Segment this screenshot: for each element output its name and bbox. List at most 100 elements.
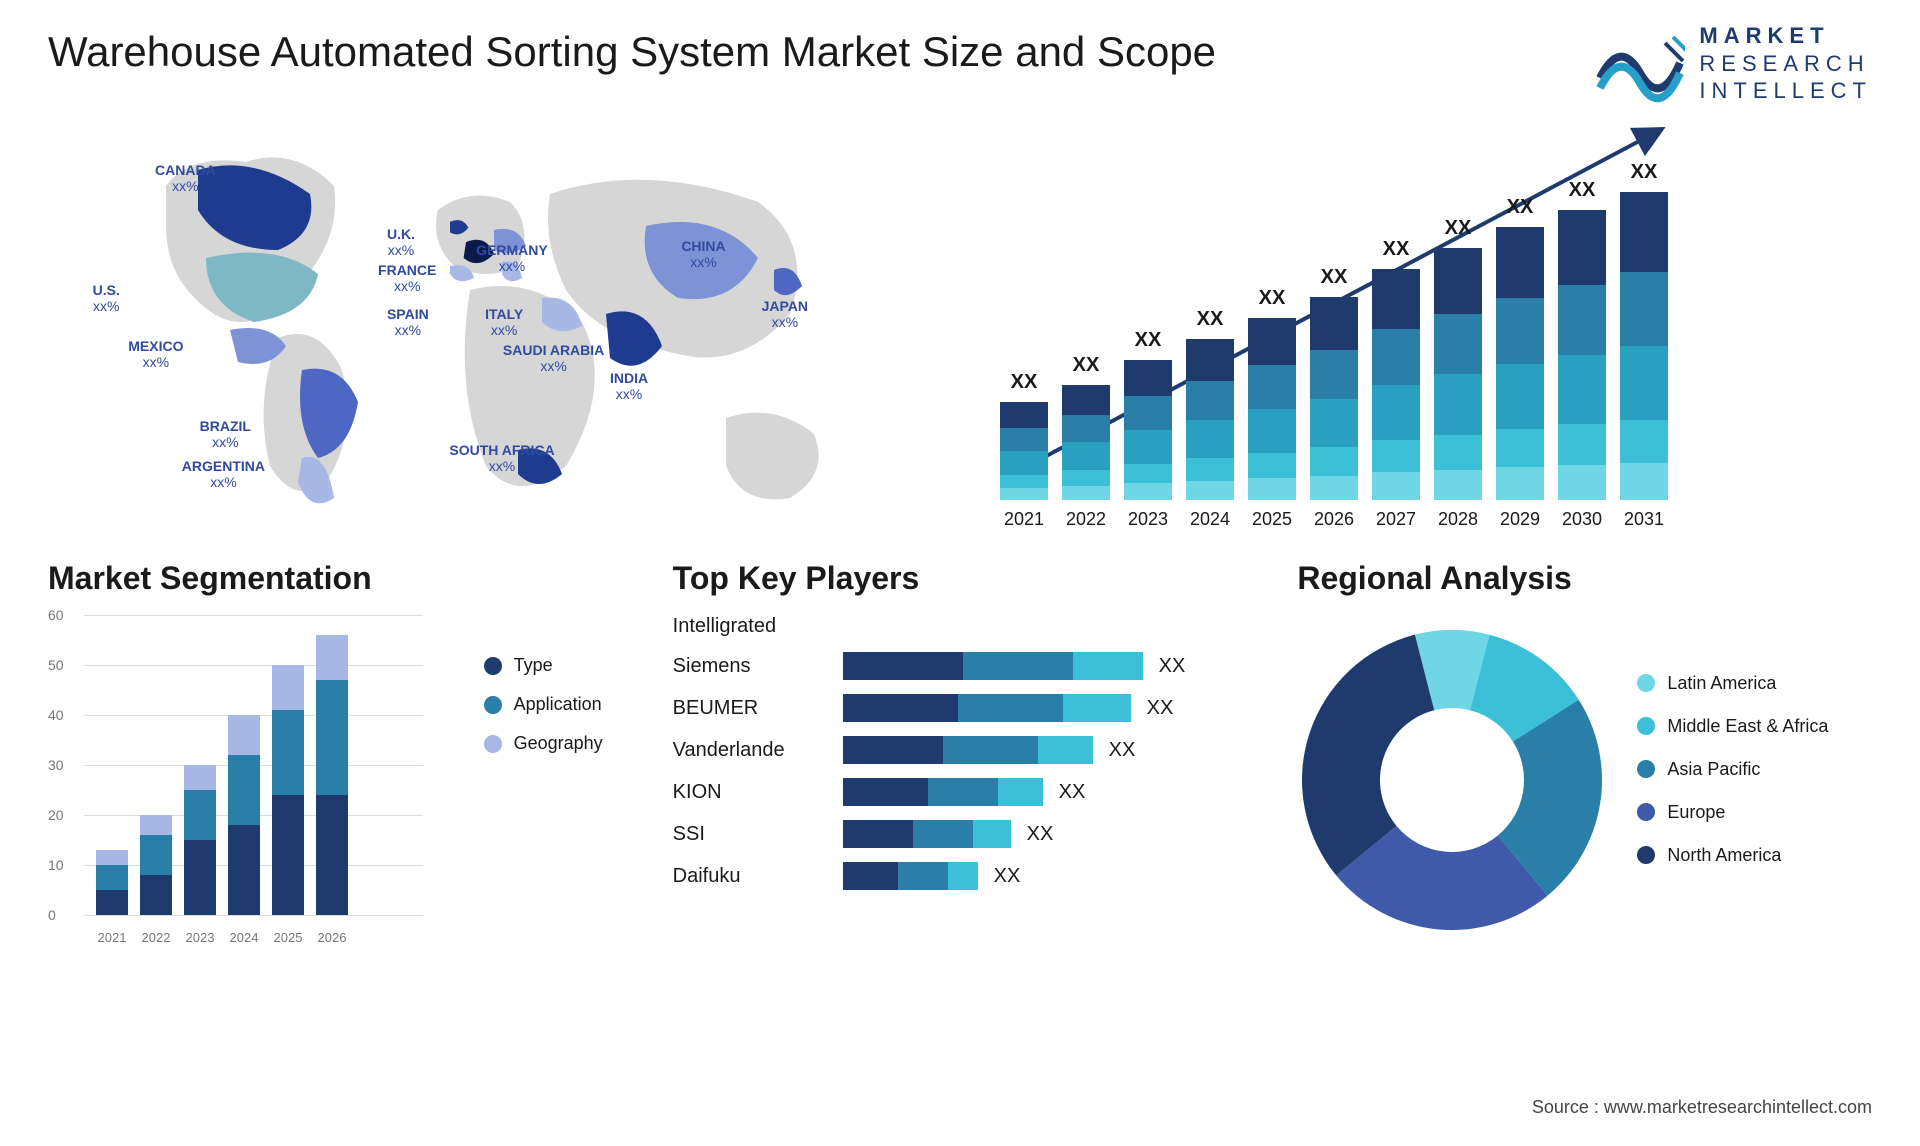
growth-value-label: XX bbox=[1372, 238, 1420, 261]
key-player-name: Siemens bbox=[673, 655, 843, 678]
growth-year-label: 2022 bbox=[1062, 509, 1110, 530]
logo-wave-icon bbox=[1595, 23, 1685, 103]
key-player-row: Intelligrated bbox=[673, 615, 1248, 638]
seg-year-label: 2026 bbox=[312, 930, 352, 945]
regional-legend-item: Europe bbox=[1637, 802, 1828, 823]
brand-logo: MARKET RESEARCH INTELLECT bbox=[1595, 22, 1872, 105]
growth-year-label: 2024 bbox=[1186, 509, 1234, 530]
seg-legend-item: Application bbox=[484, 694, 603, 715]
growth-year-label: 2021 bbox=[1000, 509, 1048, 530]
map-country-label: CANADAxx% bbox=[155, 162, 216, 194]
regional-legend-item: North America bbox=[1637, 845, 1828, 866]
key-player-row: Siemens XX bbox=[673, 652, 1248, 680]
map-country-label: U.K.xx% bbox=[387, 226, 415, 258]
seg-ytick: 40 bbox=[48, 707, 64, 723]
seg-year-label: 2023 bbox=[180, 930, 220, 945]
key-player-bar bbox=[843, 652, 1143, 680]
regional-donut-chart bbox=[1297, 625, 1607, 935]
source-attribution: Source : www.marketresearchintellect.com bbox=[1532, 1097, 1872, 1118]
key-player-bar bbox=[843, 778, 1043, 806]
key-player-bar bbox=[843, 820, 1011, 848]
map-country-label: INDIAxx% bbox=[610, 370, 648, 402]
map-country-label: GERMANYxx% bbox=[476, 242, 548, 274]
map-country-label: SAUDI ARABIAxx% bbox=[503, 342, 604, 374]
growth-bar bbox=[1124, 360, 1172, 500]
regional-legend-item: Middle East & Africa bbox=[1637, 716, 1828, 737]
growth-bar bbox=[1062, 385, 1110, 500]
growth-value-label: XX bbox=[1186, 308, 1234, 331]
key-player-name: Vanderlande bbox=[673, 739, 843, 762]
page-title: Warehouse Automated Sorting System Marke… bbox=[48, 28, 1216, 76]
map-country-label: ITALYxx% bbox=[485, 306, 523, 338]
world-map-panel: CANADAxx% U.S.xx% MEXICOxx% BRAZILxx% ARGENT… bbox=[48, 130, 940, 530]
logo-line-1: MARKET bbox=[1699, 22, 1872, 50]
key-player-name: Intelligrated bbox=[673, 615, 843, 638]
growth-value-label: XX bbox=[1000, 371, 1048, 394]
seg-bar bbox=[228, 715, 260, 915]
seg-ytick: 20 bbox=[48, 807, 64, 823]
growth-bar bbox=[1372, 269, 1420, 500]
growth-year-label: 2031 bbox=[1620, 509, 1668, 530]
key-player-bar bbox=[843, 736, 1093, 764]
segmentation-section: Market Segmentation TypeApplicationGeogr… bbox=[48, 560, 623, 1076]
seg-ytick: 60 bbox=[48, 607, 64, 623]
growth-value-label: XX bbox=[1310, 266, 1358, 289]
seg-ytick: 50 bbox=[48, 657, 64, 673]
growth-value-label: XX bbox=[1248, 287, 1296, 310]
growth-bar bbox=[1434, 248, 1482, 500]
key-players-title: Top Key Players bbox=[673, 560, 1248, 597]
logo-line-2: RESEARCH bbox=[1699, 50, 1872, 78]
growth-bar bbox=[1248, 318, 1296, 500]
seg-bar bbox=[316, 635, 348, 915]
key-player-bar bbox=[843, 694, 1131, 722]
growth-value-label: XX bbox=[1496, 196, 1544, 219]
growth-year-label: 2027 bbox=[1372, 509, 1420, 530]
growth-value-label: XX bbox=[1558, 179, 1606, 202]
growth-bar bbox=[1310, 297, 1358, 500]
growth-year-label: 2028 bbox=[1434, 509, 1482, 530]
map-country-label: U.S.xx% bbox=[93, 282, 120, 314]
map-country-label: BRAZILxx% bbox=[200, 418, 251, 450]
growth-year-label: 2025 bbox=[1248, 509, 1296, 530]
key-player-name: KION bbox=[673, 781, 843, 804]
map-country-label: ARGENTINAxx% bbox=[182, 458, 265, 490]
key-player-row: SSI XX bbox=[673, 820, 1248, 848]
key-player-value: XX bbox=[1109, 739, 1136, 762]
map-country-label: MEXICOxx% bbox=[128, 338, 183, 370]
donut-slice bbox=[1302, 635, 1434, 876]
growth-year-label: 2026 bbox=[1310, 509, 1358, 530]
map-country-label: CHINAxx% bbox=[681, 238, 725, 270]
seg-ytick: 10 bbox=[48, 857, 64, 873]
growth-bar bbox=[1620, 192, 1668, 500]
key-player-bar bbox=[843, 862, 978, 890]
growth-bar bbox=[1496, 227, 1544, 500]
growth-year-label: 2023 bbox=[1124, 509, 1172, 530]
key-player-value: XX bbox=[1027, 823, 1054, 846]
growth-value-label: XX bbox=[1620, 161, 1668, 184]
map-country-label: SPAINxx% bbox=[387, 306, 429, 338]
growth-bar bbox=[1000, 402, 1048, 500]
key-players-section: Top Key Players IntelligratedSiemensXXBE… bbox=[673, 560, 1248, 1076]
map-country-label: FRANCExx% bbox=[378, 262, 436, 294]
seg-ytick: 30 bbox=[48, 757, 64, 773]
segmentation-title: Market Segmentation bbox=[48, 560, 623, 597]
logo-line-3: INTELLECT bbox=[1699, 77, 1872, 105]
growth-value-label: XX bbox=[1434, 217, 1482, 240]
key-player-value: XX bbox=[1059, 781, 1086, 804]
seg-year-label: 2025 bbox=[268, 930, 308, 945]
growth-chart-panel: 2021 XX 2022 XX 2023 XX 2024 XX 2025 XX 2026 XX 2027… bbox=[980, 130, 1872, 530]
regional-title: Regional Analysis bbox=[1297, 560, 1872, 597]
key-player-value: XX bbox=[1159, 655, 1186, 678]
seg-legend-item: Geography bbox=[484, 733, 603, 754]
key-player-row: DaifukuXX bbox=[673, 862, 1248, 890]
key-player-name: Daifuku bbox=[673, 865, 843, 888]
key-player-name: SSI bbox=[673, 823, 843, 846]
key-player-row: KION XX bbox=[673, 778, 1248, 806]
regional-legend-item: Latin America bbox=[1637, 673, 1828, 694]
key-player-row: Vanderlande XX bbox=[673, 736, 1248, 764]
growth-value-label: XX bbox=[1062, 354, 1110, 377]
seg-ytick: 0 bbox=[48, 907, 56, 923]
seg-year-label: 2022 bbox=[136, 930, 176, 945]
regional-section: Regional Analysis Latin America Middle Ea… bbox=[1297, 560, 1872, 1076]
growth-bar bbox=[1558, 210, 1606, 500]
